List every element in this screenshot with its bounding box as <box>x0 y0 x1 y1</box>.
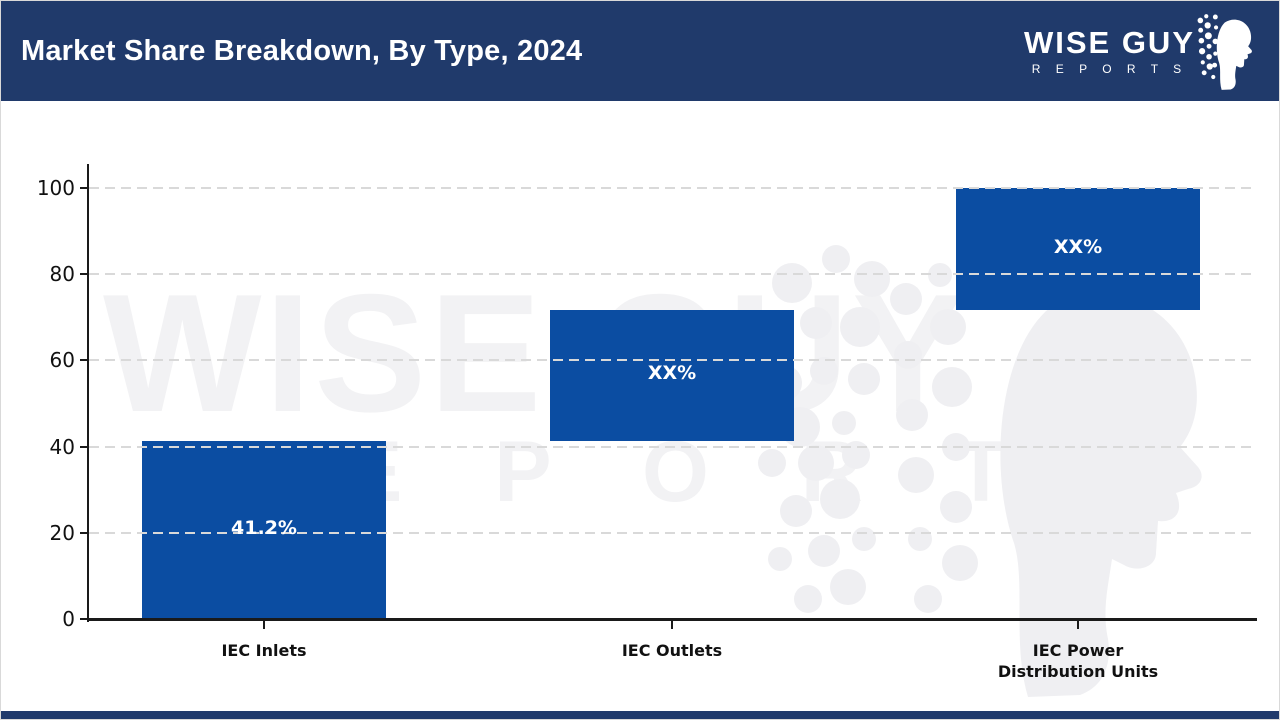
y-tick-mark <box>80 531 89 534</box>
logo-wordmark: WISE GUY <box>1023 25 1195 60</box>
x-category-label: IEC Outlets <box>621 641 723 660</box>
y-tick-label: 20 <box>49 520 75 545</box>
x-tick-mark <box>1077 621 1079 629</box>
y-gridline <box>89 187 1257 189</box>
y-tick-mark <box>80 187 89 189</box>
y-tick-label: 0 <box>62 607 75 631</box>
bar <box>956 188 1200 310</box>
logo-head-icon <box>1197 14 1252 90</box>
x-axis-line <box>87 618 1257 621</box>
y-tick-label: 40 <box>49 434 75 459</box>
x-category-label: IEC Inlets <box>221 641 307 660</box>
x-tick-mark <box>263 621 265 629</box>
y-gridline <box>89 359 1257 362</box>
y-tick-mark <box>80 618 89 620</box>
bar <box>550 309 794 442</box>
y-tick-mark <box>80 445 89 448</box>
bar-value-label: XX% <box>1053 235 1103 258</box>
footer-bar <box>1 711 1279 719</box>
bar <box>142 441 386 619</box>
bar-value-label: 41.2% <box>231 517 297 540</box>
y-tick-mark <box>80 273 89 276</box>
y-axis-line <box>87 164 89 622</box>
logo-reports-text: R E P O R T S <box>1031 62 1188 76</box>
page-title: Market Share Breakdown, By Type, 2024 <box>21 34 583 67</box>
y-gridline <box>89 273 1257 276</box>
logo-text: WISE GUY R E P O R T S <box>1024 27 1195 75</box>
header: Market Share Breakdown, By Type, 2024 WI… <box>1 1 1279 101</box>
y-tick-label: 60 <box>49 348 75 373</box>
logo: WISE GUY R E P O R T S <box>1024 1 1269 101</box>
y-tick-label: 80 <box>49 262 75 287</box>
y-tick-mark <box>80 359 89 362</box>
watermark-wordmark: WISE GUY <box>103 259 968 447</box>
y-tick-label: 100 <box>36 176 75 200</box>
bar-value-label: XX% <box>647 362 697 385</box>
x-tick-mark <box>671 621 673 629</box>
x-category-label: IEC Power Distribution Units <box>997 641 1159 681</box>
y-gridline <box>89 531 1257 534</box>
y-gridline <box>89 445 1257 448</box>
